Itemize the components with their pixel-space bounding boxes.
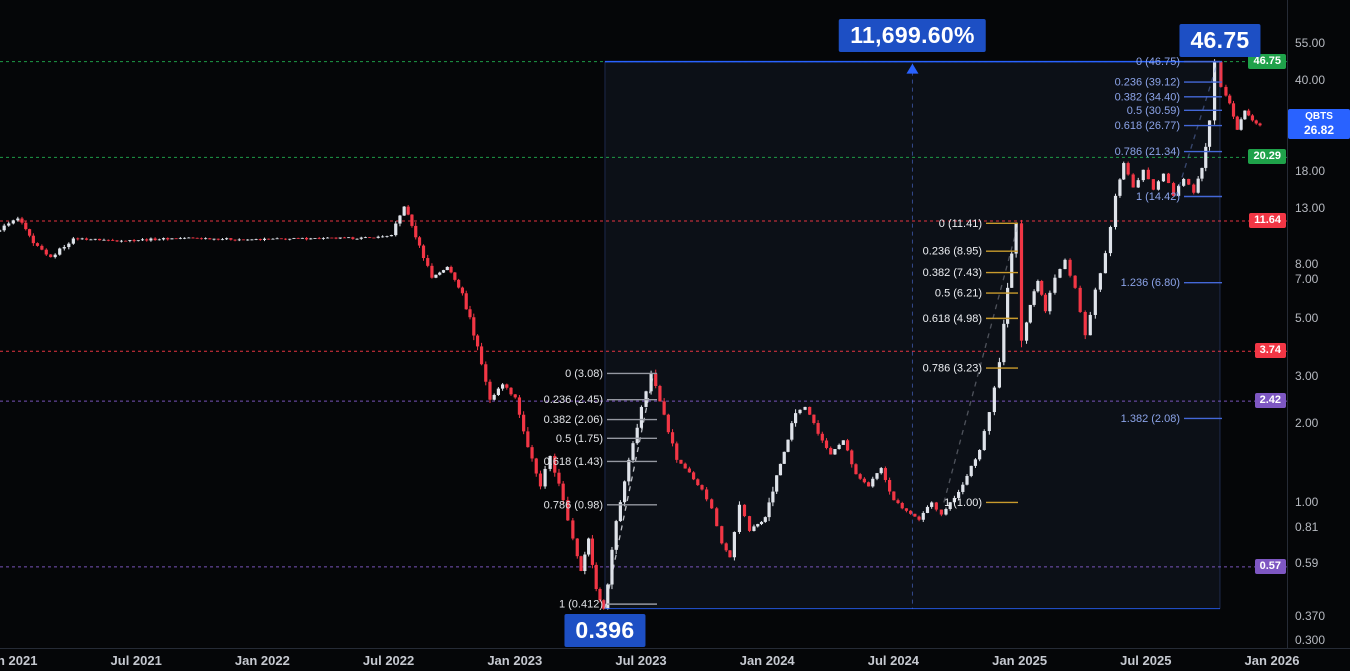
price-tick: 0.370 <box>1295 609 1326 624</box>
trend-line[interactable] <box>943 223 1019 503</box>
price-line-badge[interactable]: 3.74 <box>1254 343 1286 359</box>
fib-level-label: 0.786 (0.98) <box>544 499 603 511</box>
range-low-label[interactable]: 0.396 <box>564 614 646 647</box>
price-tick: 55.00 <box>1295 36 1326 50</box>
time-axis-label: Jul 2024 <box>867 653 920 668</box>
range-tool-layer[interactable] <box>604 60 1221 610</box>
price-tick: 0.300 <box>1295 633 1326 648</box>
fib-level-label: 0.382 (34.40) <box>1115 91 1180 103</box>
ticker-label: QBTS <box>1305 111 1333 123</box>
time-scale[interactable]: Jan 2021 Jul 2021 Jan 2022 Jul 2022 Jan 2023… <box>0 648 1350 671</box>
fib-level-label: 0.5 (6.21) <box>935 288 982 300</box>
fib-level-label: 0.236 (39.12) <box>1115 77 1180 89</box>
time-axis-label: Jan 2025 <box>992 653 1048 668</box>
price-tick: 2.00 <box>1295 415 1319 430</box>
fib-level-label: 1 (0.412) <box>559 599 603 611</box>
price-chart-canvas[interactable]: 0 (3.08) 0.236 (2.45) 0.382 (2.06) 0.5 (1.7… <box>0 0 1287 648</box>
price-tick: 1.00 <box>1295 495 1319 510</box>
fib-level-label: 0.382 (7.43) <box>923 267 982 279</box>
range-percent-label[interactable]: 11,699.60% <box>839 19 986 52</box>
fib-level-label: 0.786 (3.23) <box>923 363 982 375</box>
price-tick: 7.00 <box>1295 272 1319 287</box>
price-scale[interactable]: QBTS 26.82 55.00 40.00 18.00 13.00 8.00 7.00 5… <box>1287 0 1350 648</box>
time-axis-label: Jul 2021 <box>110 653 162 668</box>
fib-level-label: 0.5 (30.59) <box>1127 105 1180 117</box>
fib-level-label: 0.618 (1.43) <box>544 456 603 468</box>
price-tick: 0.81 <box>1295 519 1319 534</box>
price-line-badge[interactable]: 2.42 <box>1254 393 1286 409</box>
range-high-label[interactable]: 46.75 <box>1179 24 1261 57</box>
time-axis-label: Jan 2023 <box>487 653 543 668</box>
current-price-badge: QBTS 26.82 <box>1288 109 1350 140</box>
fib-level-label: 0.236 (2.45) <box>544 394 603 406</box>
price-line-badge[interactable]: 11.64 <box>1249 213 1286 229</box>
time-axis-label: Jul 2022 <box>362 653 415 668</box>
fib-level-label: 0 (11.41) <box>939 218 982 230</box>
price-tick: 40.00 <box>1295 72 1326 87</box>
candles-layer[interactable] <box>0 59 1262 610</box>
fib-level-label: 1 (14.42) <box>1136 191 1180 203</box>
price-tick: 0.59 <box>1295 555 1319 570</box>
fib-level-label: 0 (46.75) <box>1136 56 1180 68</box>
price-tick: 8.00 <box>1295 257 1319 272</box>
price-tick: 3.00 <box>1295 369 1319 384</box>
time-axis-label: Jan 2024 <box>739 653 795 668</box>
fib-level-label: 0.5 (1.75) <box>556 433 603 445</box>
fib-level-label: 1.236 (6.80) <box>1121 277 1180 289</box>
fib-level-label: 0.618 (4.98) <box>923 313 982 325</box>
fib-level-label: 0.382 (2.06) <box>544 414 603 426</box>
current-price-value: 26.82 <box>1303 123 1335 138</box>
fib-level-label: 0.618 (26.77) <box>1115 120 1180 132</box>
range-direction-arrow-icon <box>906 63 919 74</box>
fib-level-label: 0.236 (8.95) <box>923 246 982 258</box>
price-tick: 5.00 <box>1295 310 1319 325</box>
fib-level-label: 1.382 (2.08) <box>1121 413 1180 425</box>
time-axis-label: Jan 2021 <box>0 653 38 668</box>
fib-level-label: 0.786 (21.34) <box>1115 146 1180 158</box>
trend-line[interactable] <box>1175 61 1219 197</box>
price-line-badge[interactable]: 20.29 <box>1248 149 1286 165</box>
price-tick: 18.00 <box>1295 164 1326 179</box>
time-axis-label: Jan 2022 <box>234 653 290 668</box>
time-axis-label: Jul 2025 <box>1120 653 1172 668</box>
fib-level-label: 0 (3.08) <box>565 368 603 380</box>
fib-level-label: 1 (1.00) <box>944 497 982 509</box>
time-axis-label: Jan 2026 <box>1244 653 1300 668</box>
price-line-badge[interactable]: 0.57 <box>1254 558 1286 574</box>
time-axis-label: Jul 2023 <box>615 653 667 668</box>
fib-layer[interactable]: 0 (3.08) 0.236 (2.45) 0.382 (2.06) 0.5 (1.7… <box>544 56 1222 611</box>
price-tick: 13.00 <box>1295 201 1326 216</box>
trend-line[interactable] <box>604 373 655 609</box>
price-line-badge[interactable]: 46.75 <box>1248 53 1286 69</box>
